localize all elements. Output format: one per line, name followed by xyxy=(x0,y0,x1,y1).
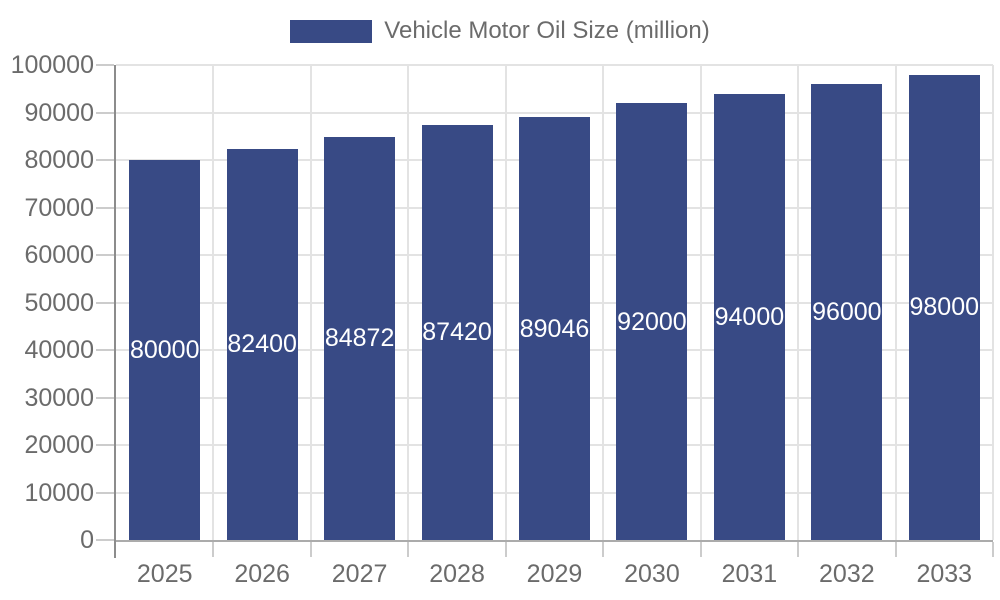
x-tick-mark xyxy=(992,542,994,557)
x-tick-label: 2027 xyxy=(331,560,388,588)
x-tick-label: 2031 xyxy=(721,560,778,588)
y-tick-label: 0 xyxy=(80,526,94,554)
x-tick-mark xyxy=(504,542,507,557)
bar-value-label: 82400 xyxy=(227,330,297,359)
x-tick-label: 2032 xyxy=(819,560,875,588)
y-tick-mark xyxy=(96,254,114,256)
gridline-vertical xyxy=(992,65,994,540)
y-tick-mark xyxy=(96,349,114,351)
y-tick-label: 30000 xyxy=(24,383,94,412)
gridline-horizontal xyxy=(116,111,993,114)
x-tick-label: 2028 xyxy=(429,560,485,588)
bar-2033 xyxy=(908,74,980,540)
bar-2026 xyxy=(226,148,298,540)
y-tick-mark xyxy=(96,444,114,446)
x-tick-label: 2029 xyxy=(526,560,583,588)
y-tick-label: 40000 xyxy=(24,336,94,364)
x-tick-mark xyxy=(894,542,897,557)
bar-2032 xyxy=(811,84,883,540)
x-tick-mark xyxy=(407,542,410,557)
bar-value-label: 92000 xyxy=(617,307,687,336)
bar-value-label: 87420 xyxy=(422,318,492,347)
x-tick-mark xyxy=(699,542,702,557)
gridline-horizontal xyxy=(116,64,993,66)
gridline-vertical xyxy=(602,65,605,540)
bar-value-label: 89046 xyxy=(519,314,590,343)
bar-value-label: 84872 xyxy=(324,324,395,353)
y-tick-mark xyxy=(96,206,114,209)
bar-2029 xyxy=(519,117,590,540)
legend-swatch xyxy=(290,19,373,43)
y-tick-mark xyxy=(96,539,114,541)
gridline-vertical xyxy=(894,65,897,540)
gridline-vertical xyxy=(699,65,702,540)
y-tick-mark xyxy=(96,301,114,304)
x-tick-label: 2025 xyxy=(136,560,193,588)
gridline-vertical xyxy=(407,65,410,540)
legend: Vehicle Motor Oil Size (million) xyxy=(0,17,1000,44)
gridline-vertical xyxy=(309,65,312,540)
y-tick-mark xyxy=(96,64,114,66)
x-tick-mark xyxy=(602,542,605,557)
bar-2031 xyxy=(713,93,785,540)
y-tick-mark xyxy=(96,396,114,399)
y-tick-label: 10000 xyxy=(24,478,94,507)
bar-2030 xyxy=(616,103,688,540)
y-tick-label: 70000 xyxy=(24,193,94,222)
bar-value-label: 96000 xyxy=(812,298,882,326)
y-tick-label: 20000 xyxy=(24,431,94,459)
y-tick-label: 80000 xyxy=(24,146,94,174)
bar-2025 xyxy=(129,160,201,540)
bar-value-label: 98000 xyxy=(909,293,980,322)
bar-value-label: 94000 xyxy=(714,302,785,331)
x-tick-label: 2030 xyxy=(624,560,680,588)
legend-label: Vehicle Motor Oil Size (million) xyxy=(384,17,710,44)
y-tick-label: 50000 xyxy=(24,288,94,317)
y-tick-label: 100000 xyxy=(10,51,94,79)
x-tick-label: 2026 xyxy=(234,560,290,588)
y-tick-mark xyxy=(96,491,114,494)
x-tick-mark xyxy=(212,542,215,557)
x-tick-mark xyxy=(309,542,312,557)
gridline-vertical xyxy=(504,65,507,540)
gridline-vertical xyxy=(212,65,215,540)
bar-value-label: 80000 xyxy=(129,336,200,364)
y-tick-mark xyxy=(96,111,114,114)
y-axis-line xyxy=(114,65,116,558)
gridline-vertical xyxy=(797,65,800,540)
x-axis-line xyxy=(116,540,993,542)
bar-2027 xyxy=(324,136,396,540)
x-tick-label: 2033 xyxy=(916,560,973,588)
x-tick-mark xyxy=(797,542,800,557)
y-tick-label: 90000 xyxy=(24,98,94,127)
y-tick-mark xyxy=(96,159,114,161)
bar-2028 xyxy=(421,124,493,540)
y-tick-label: 60000 xyxy=(24,241,94,269)
